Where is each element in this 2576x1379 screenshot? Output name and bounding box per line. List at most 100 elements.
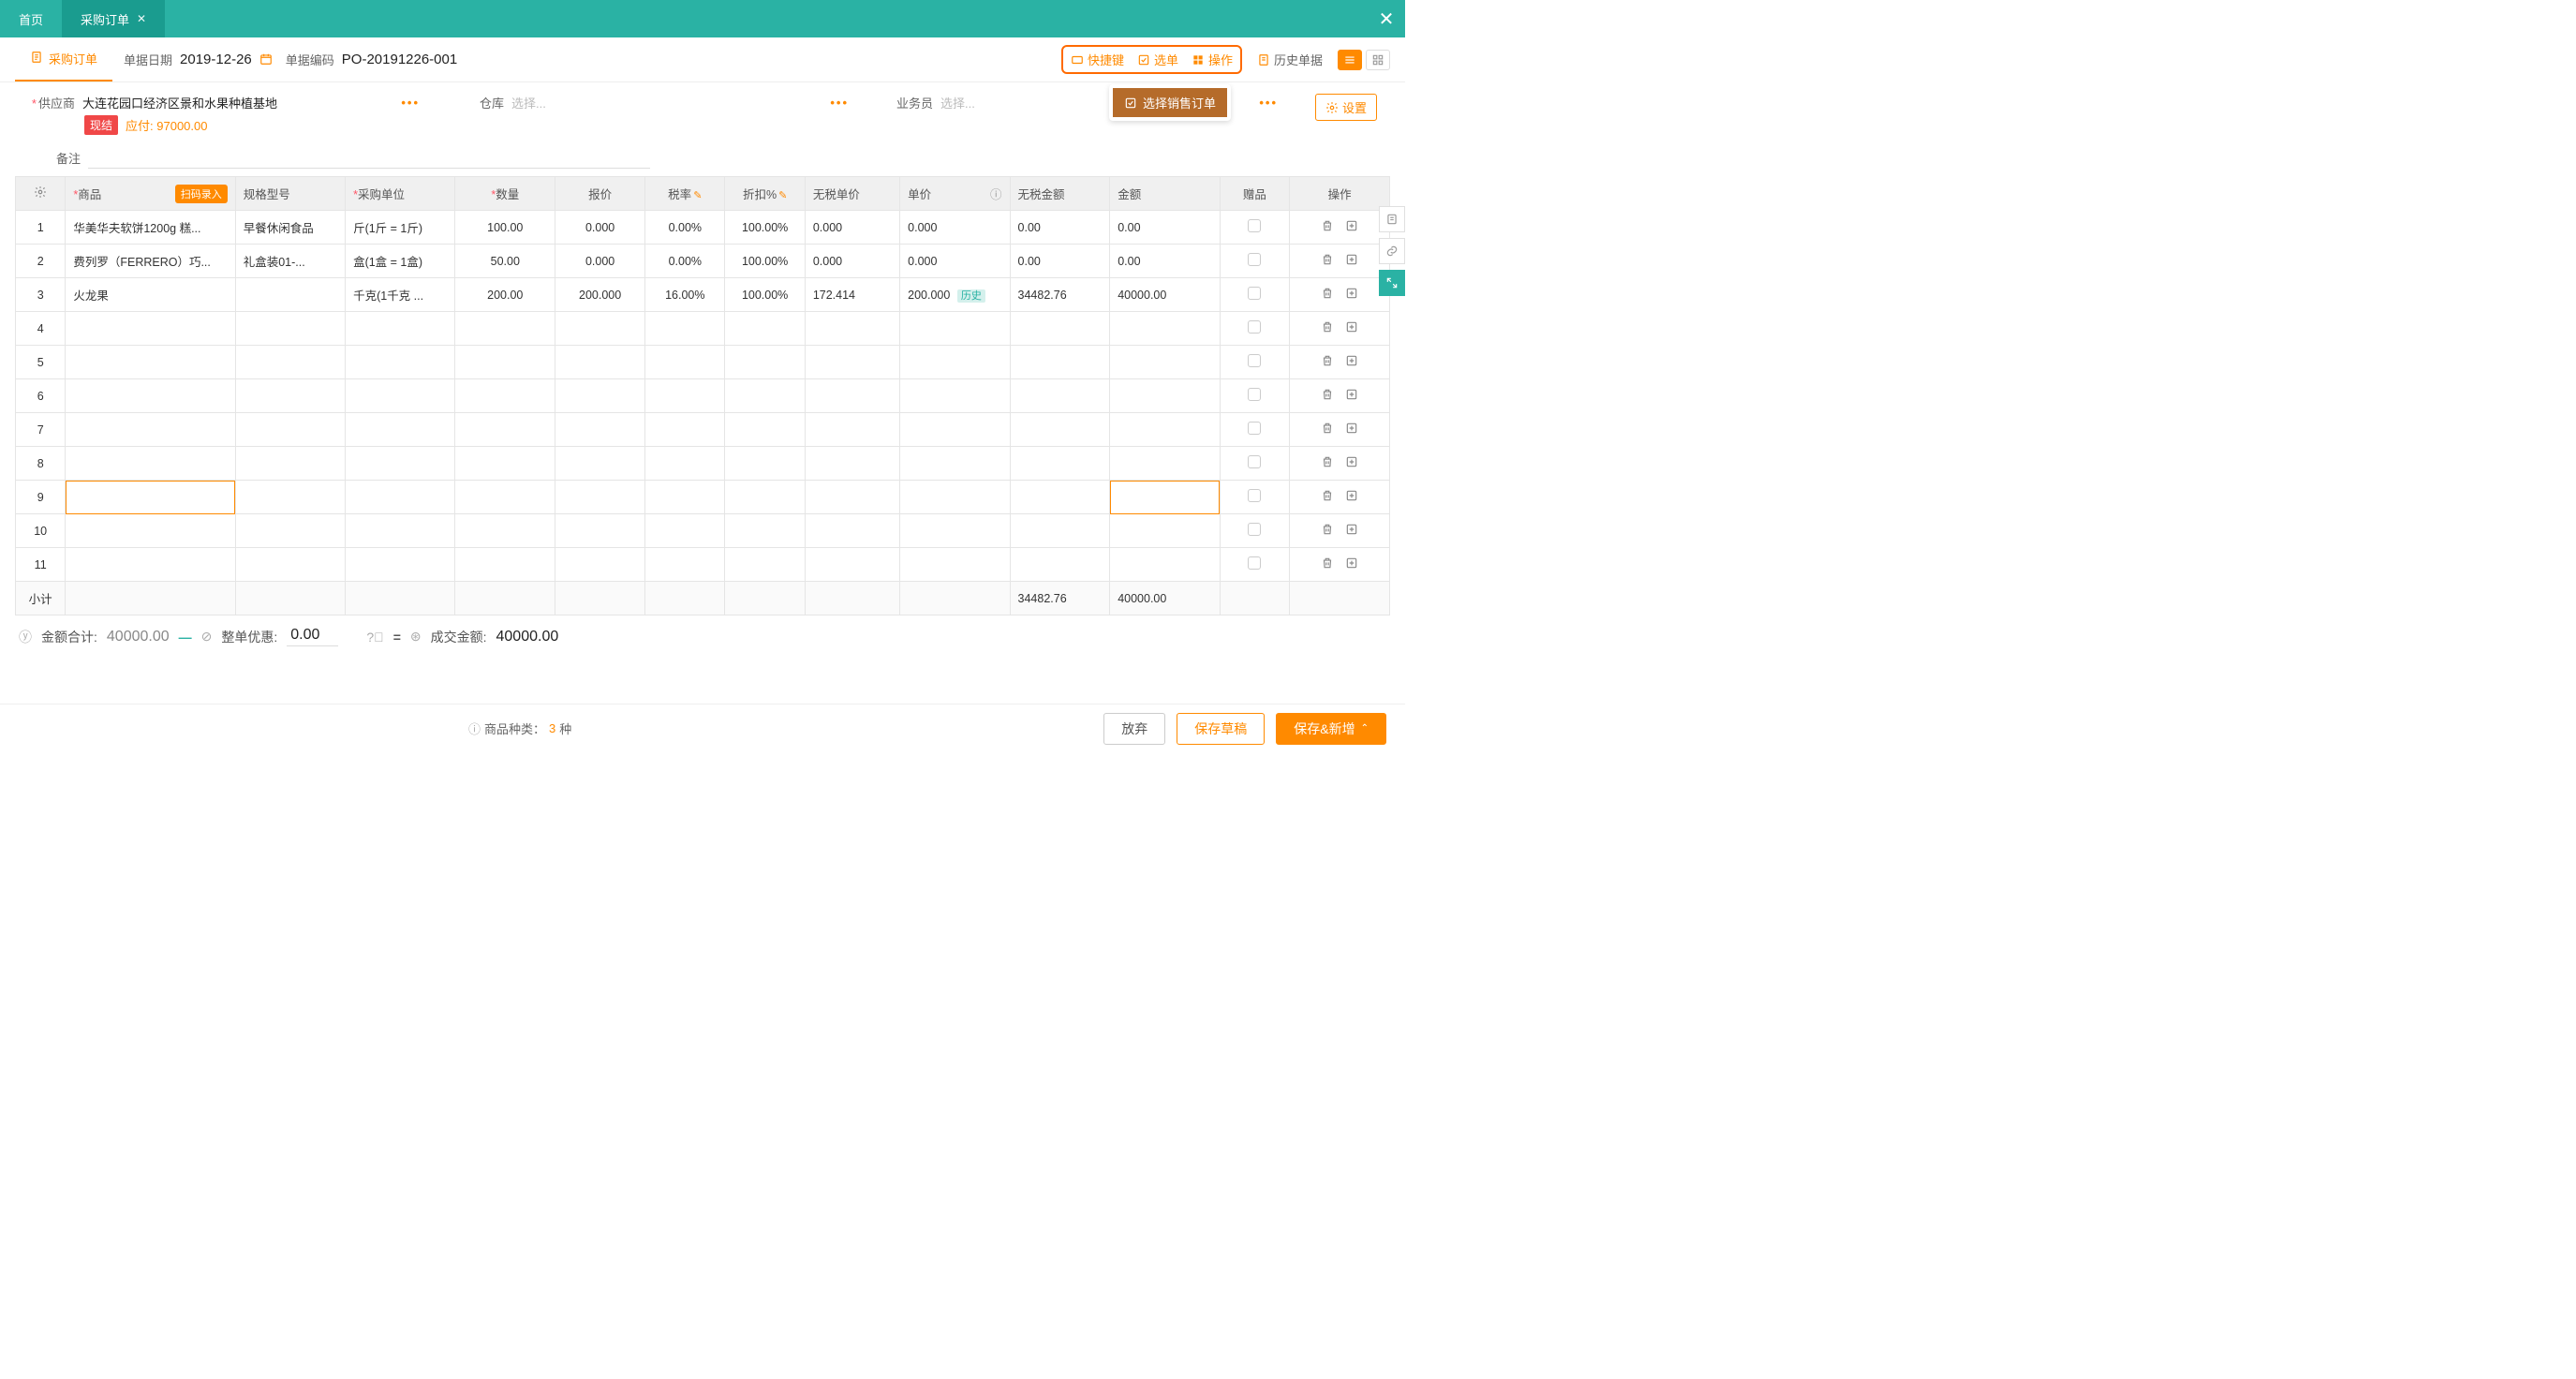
edit-icon[interactable]: ✎ <box>778 190 787 201</box>
cell-qty[interactable]: 100.00 <box>455 211 555 245</box>
add-row-icon[interactable] <box>1345 489 1358 505</box>
tab-home[interactable]: 首页 <box>0 0 62 37</box>
table-row[interactable]: 3火龙果千克(1千克 ...200.00200.00016.00%100.00%… <box>16 278 1390 312</box>
add-row-icon[interactable] <box>1345 219 1358 235</box>
settings-button[interactable]: 设置 <box>1315 94 1377 121</box>
cell-unit[interactable]: 盒(1盒 = 1盒) <box>346 245 455 278</box>
cell-gift[interactable] <box>1220 413 1290 447</box>
add-row-icon[interactable] <box>1345 287 1358 303</box>
cell-gift[interactable] <box>1220 245 1290 278</box>
table-row-empty[interactable]: 8 <box>16 447 1390 481</box>
date-value[interactable]: 2019-12-26 <box>180 52 252 67</box>
select-order-link[interactable]: 选单 <box>1137 51 1178 68</box>
add-row-icon[interactable] <box>1345 523 1358 539</box>
cell-price[interactable]: 200.000 历史 <box>900 278 1010 312</box>
cell-gift[interactable] <box>1220 481 1290 514</box>
cell-tax[interactable]: 16.00% <box>645 278 725 312</box>
scan-button[interactable]: 扫码录入 <box>175 185 228 203</box>
cell-amt[interactable]: 0.00 <box>1110 211 1220 245</box>
cell-amt[interactable]: 0.00 <box>1110 245 1220 278</box>
cell-spec[interactable] <box>235 278 345 312</box>
table-row-empty[interactable]: 7 <box>16 413 1390 447</box>
delete-row-icon[interactable] <box>1321 455 1334 471</box>
cell-amt[interactable] <box>1110 312 1220 346</box>
help-icon[interactable]: ?⃝ <box>366 630 383 645</box>
cell-product[interactable] <box>66 481 235 514</box>
add-row-icon[interactable] <box>1345 388 1358 404</box>
rail-notes-icon[interactable] <box>1379 206 1405 232</box>
table-row-empty[interactable]: 10 <box>16 514 1390 548</box>
shortcut-link[interactable]: 快捷键 <box>1071 51 1124 68</box>
cell-gift[interactable] <box>1220 312 1290 346</box>
cell-product[interactable] <box>66 312 235 346</box>
cell-unit[interactable]: 斤(1斤 = 1斤) <box>346 211 455 245</box>
cell-gift[interactable] <box>1220 447 1290 481</box>
view-grid-icon[interactable] <box>1366 50 1390 70</box>
help-icon[interactable]: ⓘ <box>990 185 1002 202</box>
delete-row-icon[interactable] <box>1321 489 1334 505</box>
cell-notax-amt[interactable]: 0.00 <box>1010 245 1110 278</box>
cell-price[interactable]: 0.000 <box>900 245 1010 278</box>
memo-input[interactable] <box>88 146 650 169</box>
edit-icon[interactable]: ✎ <box>693 190 702 201</box>
cell-product[interactable]: 火龙果 <box>66 278 235 312</box>
abandon-button[interactable]: 放弃 <box>1103 713 1165 745</box>
save-draft-button[interactable]: 保存草稿 <box>1177 713 1265 745</box>
save-new-button[interactable]: 保存&新增⌃ <box>1276 713 1386 745</box>
cell-gift[interactable] <box>1220 278 1290 312</box>
table-row[interactable]: 2费列罗（FERRERO）巧...礼盒装01-...盒(1盒 = 1盒)50.0… <box>16 245 1390 278</box>
cell-notax-price[interactable]: 0.000 <box>805 211 899 245</box>
cell-gift[interactable] <box>1220 548 1290 582</box>
supplier-more-icon[interactable]: ••• <box>401 96 420 110</box>
cell-product[interactable] <box>66 514 235 548</box>
cell-quote[interactable]: 0.000 <box>555 245 645 278</box>
cell-gift[interactable] <box>1220 379 1290 413</box>
cell-amt[interactable] <box>1110 346 1220 379</box>
add-row-icon[interactable] <box>1345 253 1358 269</box>
add-row-icon[interactable] <box>1345 455 1358 471</box>
tab-purchase-order[interactable]: 采购订单 ✕ <box>62 0 165 37</box>
calendar-icon[interactable] <box>259 52 274 67</box>
select-sales-order-button[interactable]: 选择销售订单 <box>1109 84 1231 121</box>
cell-notax-price[interactable]: 0.000 <box>805 245 899 278</box>
operate-link[interactable]: 操作 <box>1192 51 1233 68</box>
cell-spec[interactable]: 早餐休闲食品 <box>235 211 345 245</box>
cell-notax-amt[interactable]: 0.00 <box>1010 211 1110 245</box>
delete-row-icon[interactable] <box>1321 422 1334 437</box>
cell-qty[interactable]: 50.00 <box>455 245 555 278</box>
cell-unit[interactable]: 千克(1千克 ... <box>346 278 455 312</box>
cell-product[interactable] <box>66 379 235 413</box>
view-list-icon[interactable] <box>1338 50 1362 70</box>
delete-row-icon[interactable] <box>1321 287 1334 303</box>
table-row-empty[interactable]: 9 <box>16 481 1390 514</box>
cell-gift[interactable] <box>1220 346 1290 379</box>
cell-gift[interactable] <box>1220 211 1290 245</box>
cell-disc[interactable]: 100.00% <box>725 278 805 312</box>
table-row-empty[interactable]: 11 <box>16 548 1390 582</box>
total-disc-value[interactable]: 0.00 <box>287 627 338 646</box>
cell-product[interactable] <box>66 413 235 447</box>
cell-tax[interactable]: 0.00% <box>645 245 725 278</box>
delete-row-icon[interactable] <box>1321 556 1334 572</box>
warehouse-more-icon[interactable]: ••• <box>830 96 849 110</box>
delete-row-icon[interactable] <box>1321 219 1334 235</box>
supplier-value[interactable]: 大连花园口经济区景和水果种植基地 <box>82 94 277 111</box>
cell-amt[interactable]: 40000.00 <box>1110 278 1220 312</box>
cell-quote[interactable]: 0.000 <box>555 211 645 245</box>
delete-row-icon[interactable] <box>1321 354 1334 370</box>
close-icon[interactable]: ✕ <box>137 12 146 25</box>
salesperson-placeholder[interactable]: 选择... <box>940 94 975 111</box>
rail-expand-icon[interactable] <box>1379 270 1405 296</box>
history-link[interactable]: 历史单据 <box>1257 51 1323 68</box>
cell-product[interactable]: 华美华夫软饼1200g 糕... <box>66 211 235 245</box>
history-tag[interactable]: 历史 <box>957 289 985 303</box>
table-row-empty[interactable]: 5 <box>16 346 1390 379</box>
table-row-empty[interactable]: 6 <box>16 379 1390 413</box>
delete-row-icon[interactable] <box>1321 523 1334 539</box>
rail-link-icon[interactable] <box>1379 238 1405 264</box>
cell-amt[interactable] <box>1110 548 1220 582</box>
salesperson-more-icon[interactable]: ••• <box>1259 96 1278 110</box>
cell-amt[interactable] <box>1110 379 1220 413</box>
cell-product[interactable] <box>66 346 235 379</box>
form-tab[interactable]: 采购订单 <box>15 37 112 82</box>
